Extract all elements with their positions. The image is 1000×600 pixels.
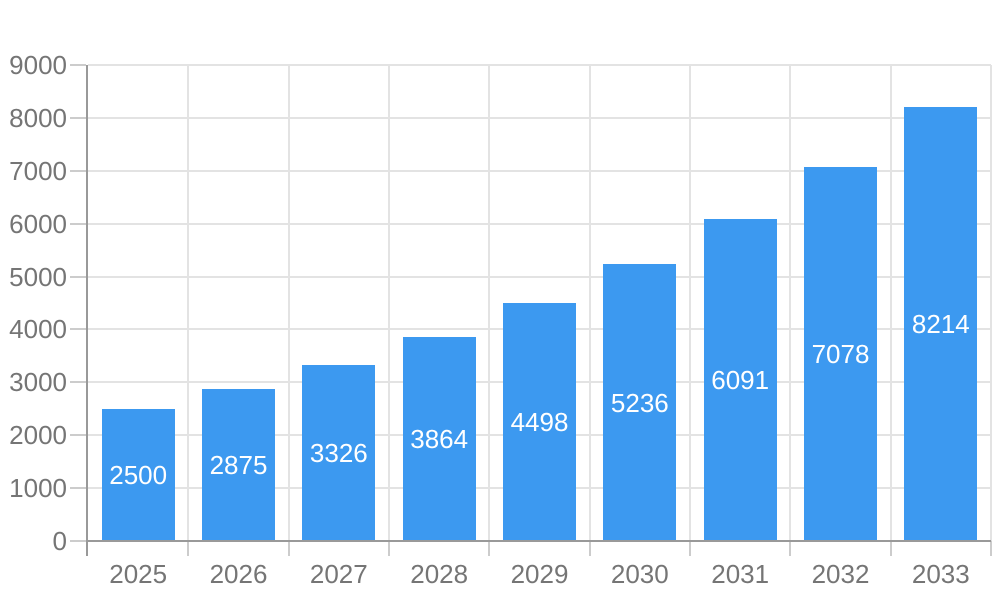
grid-line-horizontal xyxy=(88,275,991,278)
bar-value-label: 4498 xyxy=(510,407,569,438)
y-axis-tick-label: 0 xyxy=(52,526,67,556)
bar[interactable] xyxy=(202,388,275,541)
grid-line-vertical xyxy=(689,65,691,541)
y-axis-tick-label: 2000 xyxy=(9,420,67,451)
grid-line-vertical xyxy=(187,65,190,541)
x-axis-category-label: 2028 xyxy=(410,559,469,589)
grid-line-vertical xyxy=(588,65,591,541)
bar[interactable] xyxy=(302,365,376,541)
bar-value-label: 3864 xyxy=(410,423,469,454)
y-axis-tick-label: 8000 xyxy=(9,102,67,133)
grid-line-horizontal xyxy=(88,116,991,119)
y-axis-tick-label: 5000 xyxy=(9,261,67,292)
bar[interactable] xyxy=(402,336,476,541)
grid-line-horizontal xyxy=(88,169,991,172)
x-axis-tick xyxy=(287,541,290,556)
y-axis-tick xyxy=(70,222,86,225)
y-axis-tick xyxy=(70,328,86,331)
y-axis-tick-label: 3000 xyxy=(9,367,67,398)
y-axis-tick-label: 6000 xyxy=(9,208,67,239)
x-axis-category-label: 2027 xyxy=(309,559,368,589)
x-axis-category-label: 2031 xyxy=(711,559,770,589)
bar[interactable] xyxy=(703,218,777,541)
grid-line-vertical xyxy=(287,65,290,541)
x-axis-category-label: 2029 xyxy=(510,559,569,589)
y-axis-tick-label: 7000 xyxy=(9,155,67,186)
x-axis-tick xyxy=(388,541,390,556)
y-axis-tick xyxy=(70,169,86,172)
y-axis-tick-label: 9000 xyxy=(9,50,67,80)
bar[interactable] xyxy=(904,106,978,541)
bar-value-label: 6091 xyxy=(711,364,770,395)
grid-line-vertical xyxy=(889,65,892,541)
grid-line-vertical xyxy=(990,65,992,541)
bar-value-label: 2875 xyxy=(209,449,268,480)
bar[interactable] xyxy=(101,408,175,541)
y-axis-tick xyxy=(70,116,86,119)
x-axis-category-label: 2026 xyxy=(209,559,268,589)
grid-line-vertical xyxy=(789,65,792,541)
x-axis-tick xyxy=(488,541,491,556)
bar[interactable] xyxy=(804,166,877,541)
bar[interactable] xyxy=(503,303,576,541)
bar-value-label: 5236 xyxy=(610,387,669,418)
y-axis-tick xyxy=(70,434,86,437)
x-axis-tick xyxy=(789,541,792,556)
x-axis-tick xyxy=(889,541,892,556)
y-axis-line xyxy=(86,65,88,556)
bar[interactable] xyxy=(603,264,677,541)
x-axis-line xyxy=(86,540,991,542)
grid-line-vertical xyxy=(488,65,491,541)
y-axis-tick xyxy=(70,487,86,490)
y-axis-tick xyxy=(70,381,86,384)
x-axis-tick xyxy=(588,541,591,556)
bar-value-label: 2500 xyxy=(109,459,168,490)
x-axis-tick xyxy=(990,541,992,556)
y-axis-tick-label: 4000 xyxy=(9,314,67,345)
grid-line-vertical xyxy=(388,65,390,541)
y-axis-tick xyxy=(70,64,86,66)
grid-line-horizontal xyxy=(88,222,991,225)
bar-value-label: 8214 xyxy=(911,308,970,339)
y-axis-tick-label: 1000 xyxy=(9,473,67,504)
x-axis-category-label: 2025 xyxy=(109,559,168,589)
x-axis-category-label: 2032 xyxy=(811,559,870,589)
grid-line-horizontal xyxy=(88,64,991,66)
bar-value-label: 3326 xyxy=(309,438,368,469)
x-axis-tick xyxy=(187,541,190,556)
y-axis-tick xyxy=(70,275,86,278)
x-axis-tick xyxy=(689,541,691,556)
x-axis-category-label: 2033 xyxy=(911,559,970,589)
y-axis-tick xyxy=(70,540,86,542)
x-axis-category-label: 2030 xyxy=(610,559,669,589)
bar-value-label: 7078 xyxy=(811,338,870,369)
